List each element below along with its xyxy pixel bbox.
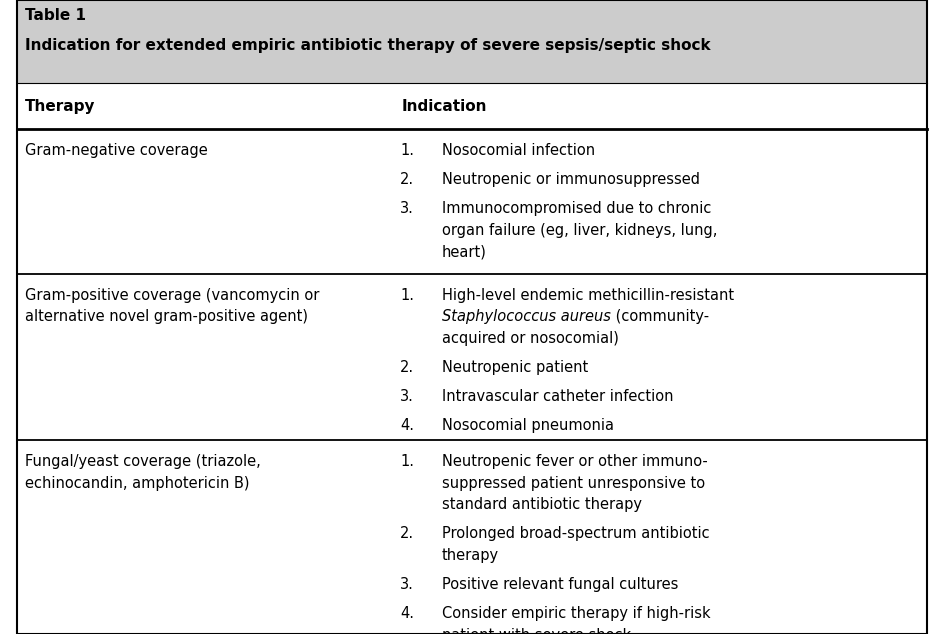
Text: 2.: 2. (400, 360, 414, 375)
Text: Neutropenic or immunosuppressed: Neutropenic or immunosuppressed (442, 172, 700, 187)
Text: Staphylococcus aureus: Staphylococcus aureus (442, 309, 611, 325)
Text: Neutropenic fever or other immuno-: Neutropenic fever or other immuno- (442, 454, 708, 469)
Text: 3.: 3. (400, 577, 414, 592)
Text: 4.: 4. (400, 418, 414, 433)
Text: echinocandin, amphotericin B): echinocandin, amphotericin B) (25, 476, 249, 491)
Text: Gram-positive coverage (vancomycin or: Gram-positive coverage (vancomycin or (25, 288, 319, 303)
Text: Therapy: Therapy (25, 99, 95, 113)
Text: organ failure (eg, liver, kidneys, lung,: organ failure (eg, liver, kidneys, lung, (442, 223, 717, 238)
Text: patient with severe shock: patient with severe shock (442, 628, 631, 634)
Text: standard antibiotic therapy: standard antibiotic therapy (442, 497, 642, 512)
Text: Consider empiric therapy if high-risk: Consider empiric therapy if high-risk (442, 606, 711, 621)
Text: High-level endemic methicillin-resistant: High-level endemic methicillin-resistant (442, 288, 733, 303)
Text: 3.: 3. (400, 202, 414, 216)
Text: 2.: 2. (400, 172, 414, 187)
Text: Indication: Indication (401, 99, 487, 113)
Text: therapy: therapy (442, 548, 499, 563)
Text: Indication for extended empiric antibiotic therapy of severe sepsis/septic shock: Indication for extended empiric antibiot… (25, 38, 710, 53)
Text: Prolonged broad-spectrum antibiotic: Prolonged broad-spectrum antibiotic (442, 526, 710, 541)
Text: (community-: (community- (611, 309, 709, 325)
Text: 1.: 1. (400, 288, 414, 303)
Text: alternative novel gram-positive agent): alternative novel gram-positive agent) (25, 309, 308, 325)
Text: Table 1: Table 1 (25, 8, 86, 23)
Text: Immunocompromised due to chronic: Immunocompromised due to chronic (442, 202, 711, 216)
Text: Nosocomial pneumonia: Nosocomial pneumonia (442, 418, 614, 433)
Bar (17, 0, 927, 83)
Text: Fungal/yeast coverage (triazole,: Fungal/yeast coverage (triazole, (25, 454, 261, 469)
Text: 1.: 1. (400, 454, 414, 469)
Text: 3.: 3. (400, 389, 414, 404)
Text: Nosocomial infection: Nosocomial infection (442, 143, 595, 158)
Text: suppressed patient unresponsive to: suppressed patient unresponsive to (442, 476, 705, 491)
Text: heart): heart) (442, 245, 487, 259)
Text: acquired or nosocomial): acquired or nosocomial) (442, 331, 618, 346)
Text: 1.: 1. (400, 143, 414, 158)
Text: Neutropenic patient: Neutropenic patient (442, 360, 588, 375)
Text: Gram-negative coverage: Gram-negative coverage (25, 143, 208, 158)
Text: Positive relevant fungal cultures: Positive relevant fungal cultures (442, 577, 678, 592)
Text: Intravascular catheter infection: Intravascular catheter infection (442, 389, 673, 404)
Text: 4.: 4. (400, 606, 414, 621)
Text: 2.: 2. (400, 526, 414, 541)
